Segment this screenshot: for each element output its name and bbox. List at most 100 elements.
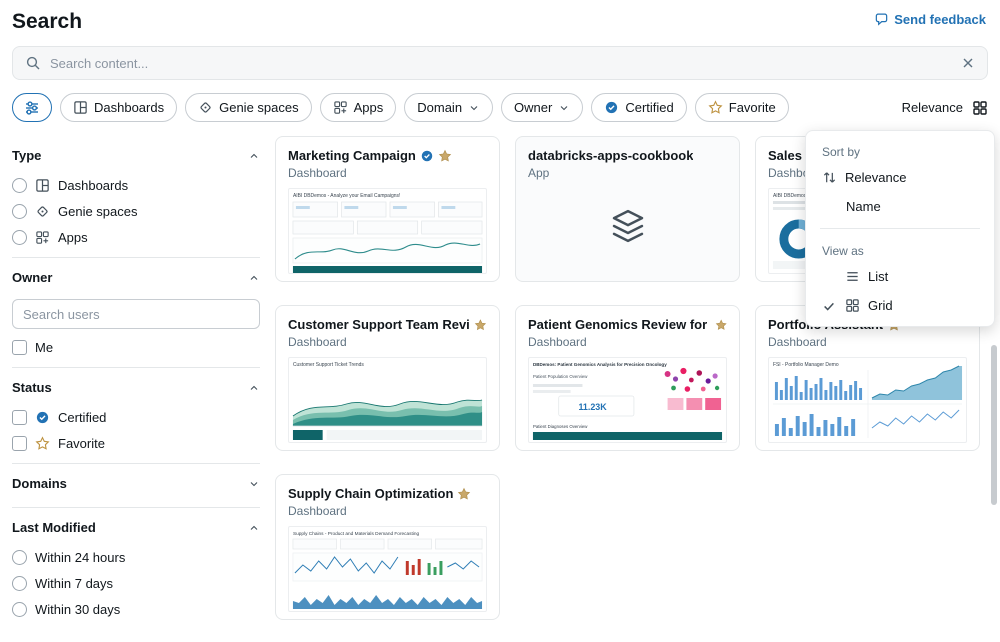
type-option-dashboards[interactable]: Dashboards (12, 178, 260, 193)
apps-icon (36, 231, 49, 244)
card-type-label: Dashboard (288, 166, 347, 180)
last-modified-option-30d[interactable]: Within 30 days (12, 602, 260, 617)
selected-check (822, 299, 837, 313)
card-patient-genomics-review[interactable]: Patient Genomics Review for Pr... Dashbo… (515, 305, 740, 451)
card-databricks-apps-cookbook[interactable]: databricks-apps-cookbook App (515, 136, 740, 282)
type-option-genie-spaces-label: Genie spaces (58, 204, 138, 219)
owner-search-field[interactable] (12, 299, 260, 329)
card-thumbnail: Customer Support Ticket Trends (288, 357, 487, 443)
genie-icon (200, 102, 211, 113)
last-modified-option-24h[interactable]: Within 24 hours (12, 550, 260, 565)
filters-sidebar: Type Dashboards Genie spaces (12, 136, 260, 629)
chip-certified[interactable]: Certified (591, 93, 687, 122)
card-thumbnail: FSI - Portfolio Manager Demo (768, 357, 967, 443)
menu-item-name[interactable]: Name (806, 192, 994, 221)
chip-owner[interactable]: Owner (501, 93, 584, 122)
domains-section-header[interactable]: Domains (12, 472, 260, 495)
menu-item-grid-label: Grid (868, 298, 893, 313)
thumb-metric-text: 11.23K (578, 402, 607, 412)
chip-genie-spaces[interactable]: Genie spaces (185, 93, 312, 122)
app-icon-area (528, 180, 727, 272)
menu-item-list[interactable]: List (806, 262, 994, 291)
status-section-header[interactable]: Status (12, 376, 260, 399)
view-mode-grid-button[interactable] (972, 100, 988, 116)
last-modified-section-title: Last Modified (12, 520, 96, 535)
app-stack-icon (612, 209, 643, 243)
owner-option-me[interactable]: Me (12, 340, 260, 355)
send-feedback-link[interactable]: Send feedback (874, 12, 986, 27)
card-title-row: Marketing Campaign (288, 148, 487, 163)
clear-search-icon[interactable] (961, 56, 975, 70)
chip-apps[interactable]: Apps (319, 93, 397, 122)
radio-dashboards[interactable] (12, 178, 27, 193)
last-modified-7d-label: Within 7 days (35, 576, 114, 591)
last-modified-section-header[interactable]: Last Modified (12, 516, 260, 539)
radio-30d[interactable] (12, 602, 27, 617)
filter-panel-toggle-button[interactable] (12, 93, 52, 122)
checkbox-certified[interactable] (12, 410, 27, 425)
chip-owner-label: Owner (514, 100, 553, 115)
type-option-apps[interactable]: Apps (12, 230, 260, 245)
filter-section-last-modified: Last Modified Within 24 hours Within 7 d… (12, 508, 260, 629)
menu-item-relevance-label: Relevance (845, 170, 907, 185)
chip-dashboards[interactable]: Dashboards (60, 93, 178, 122)
card-customer-support-team-review[interactable]: Customer Support Team Review Dashboard C… (275, 305, 500, 451)
owner-section-header[interactable]: Owner (12, 266, 260, 289)
sliders-icon (26, 100, 38, 115)
last-modified-option-7d[interactable]: Within 7 days (12, 576, 260, 591)
card-marketing-campaign[interactable]: Marketing Campaign Dashboard AIBI DBDemo… (275, 136, 500, 282)
dashboards-grid-icon (74, 101, 87, 114)
card-title: Customer Support Team Review (288, 317, 471, 332)
chip-favorite[interactable]: Favorite (694, 93, 789, 122)
type-section-header[interactable]: Type (12, 144, 260, 167)
card-thumbnail: Supply Chains - Product and Materials De… (288, 526, 487, 612)
radio-7d[interactable] (12, 576, 27, 591)
card-title-row: databricks-apps-cookbook (528, 148, 727, 163)
favorite-star-icon (438, 149, 452, 162)
dashboard-thumbnail-image: Supply Chains - Product and Materials De… (292, 531, 483, 609)
search-bar[interactable] (12, 46, 988, 80)
chip-domain[interactable]: Domain (404, 93, 494, 122)
chip-apps-label: Apps (353, 100, 384, 115)
list-view-icon (847, 272, 858, 281)
type-option-dashboards-label: Dashboards (58, 178, 129, 193)
filter-section-status: Status Certified Favorite (12, 368, 260, 464)
card-supply-chain-optimization[interactable]: Supply Chain Optimization Dashboard Supp… (275, 474, 500, 620)
chevron-down-icon (470, 105, 478, 110)
filter-section-domains: Domains (12, 464, 260, 508)
grid-view-icon (973, 100, 987, 115)
checkbox-favorite[interactable] (12, 436, 27, 451)
sort-view-dropdown: Sort by Relevance Name View as List (805, 130, 995, 327)
chevron-down-icon (560, 105, 568, 110)
chip-domain-label: Domain (417, 100, 463, 115)
status-option-favorite[interactable]: Favorite (12, 436, 260, 451)
card-portfolio-assistant[interactable]: Portfolio Assistant Dashboard FSI - Port… (755, 305, 980, 451)
type-option-genie-spaces[interactable]: Genie spaces (12, 204, 260, 219)
vertical-scrollbar[interactable] (991, 345, 997, 505)
radio-genie-spaces[interactable] (12, 204, 27, 219)
type-section-title: Type (12, 148, 42, 163)
status-option-certified-label: Certified (58, 410, 107, 425)
search-icon (26, 56, 40, 70)
thumb-header-text: DBDemos: Patient Genomics Analysis for P… (533, 362, 667, 367)
menu-item-relevance[interactable]: Relevance (806, 163, 994, 192)
search-input[interactable] (50, 55, 952, 71)
certified-badge-icon (36, 411, 49, 424)
card-thumbnail: AIBI DBDemos - Analyze your Email Campai… (288, 188, 487, 274)
checkbox-me[interactable] (12, 340, 27, 355)
status-option-certified[interactable]: Certified (12, 410, 260, 425)
chevron-up-icon (250, 385, 258, 390)
menu-item-grid[interactable]: Grid (806, 291, 994, 320)
card-title: Supply Chain Optimization (288, 486, 454, 501)
dashboards-grid-icon (36, 179, 49, 192)
menu-item-name-label: Name (846, 199, 881, 214)
domains-section-title: Domains (12, 476, 67, 491)
owner-search-input[interactable] (23, 306, 249, 322)
thumb-header-text: AIBI DBDemos - Analyze your Email Campai… (293, 193, 400, 199)
sort-selector-label[interactable]: Relevance (901, 100, 963, 115)
radio-apps[interactable] (12, 230, 27, 245)
view-as-label: View as (822, 244, 864, 258)
radio-24h[interactable] (12, 550, 27, 565)
genie-icon (37, 206, 48, 217)
card-type-label: App (528, 166, 550, 180)
